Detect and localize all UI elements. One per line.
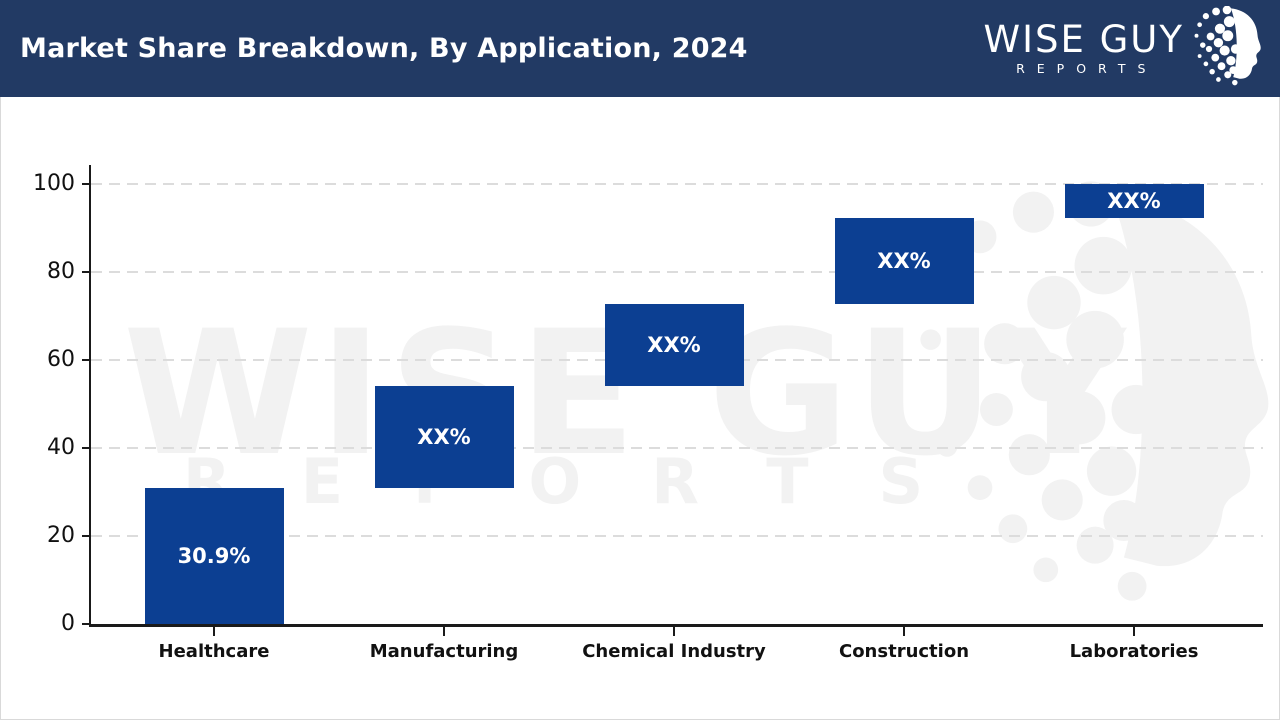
bar-value-label: XX% <box>877 249 931 273</box>
x-axis-label: Chemical Industry <box>582 641 766 662</box>
x-axis-label: Laboratories <box>1069 641 1199 662</box>
x-axis-label: Construction <box>838 641 970 662</box>
bar: XX% <box>1064 184 1204 219</box>
plot-area: 0 20 40 60 80 100 30.9% Healthcare XX% Manufactur… <box>33 165 1263 662</box>
bar: 30.9% <box>144 488 284 624</box>
y-tick-label: 100 <box>33 171 75 196</box>
x-tick-mark <box>673 627 675 636</box>
gridline <box>91 535 1263 537</box>
y-tick-label: 20 <box>47 523 75 548</box>
y-tick-mark <box>82 359 91 361</box>
page-title: Market Share Breakdown, By Application, … <box>20 33 748 64</box>
chart-area: WISE GUY REPORTS 0 20 40 60 80 100 30.9% Health… <box>0 97 1280 720</box>
bar: XX% <box>374 385 514 489</box>
logo-line1: WISE GUY <box>983 18 1184 61</box>
x-tick-mark <box>1133 627 1135 636</box>
y-tick-label: 0 <box>61 611 75 636</box>
bar-value-label: XX% <box>1107 189 1161 214</box>
logo-wordmark: WISE GUY REPORTS <box>984 21 1184 76</box>
logo-line2: REPORTS <box>1016 61 1158 76</box>
x-axis-label: Healthcare <box>158 641 270 662</box>
x-tick-mark <box>443 627 445 636</box>
watermark-text-line2: REPORTS <box>183 445 994 518</box>
y-tick-mark <box>82 183 91 185</box>
gridline <box>91 447 1263 449</box>
y-tick-label: 60 <box>47 347 75 372</box>
bar-value-label: 30.9% <box>177 544 251 569</box>
bar: XX% <box>604 303 744 386</box>
y-tick-mark <box>82 623 91 625</box>
dotted-head-icon <box>1194 5 1261 85</box>
x-tick-mark <box>213 627 215 636</box>
y-tick-mark <box>82 535 91 537</box>
header-bar: Market Share Breakdown, By Application, … <box>0 0 1280 97</box>
x-axis-label: Manufacturing <box>369 641 519 662</box>
bar: XX% <box>834 218 974 304</box>
y-tick-mark <box>82 447 91 449</box>
y-tick-mark <box>82 271 91 273</box>
y-tick-label: 40 <box>47 435 75 460</box>
bar-value-label: XX% <box>647 332 701 357</box>
y-tick-label: 80 <box>47 259 75 284</box>
gridline <box>91 271 1263 273</box>
bar-value-label: XX% <box>417 425 471 449</box>
wise-guy-logo: WISE GUY REPORTS <box>984 5 1266 92</box>
x-tick-mark <box>903 627 905 636</box>
gridline <box>91 183 1263 185</box>
